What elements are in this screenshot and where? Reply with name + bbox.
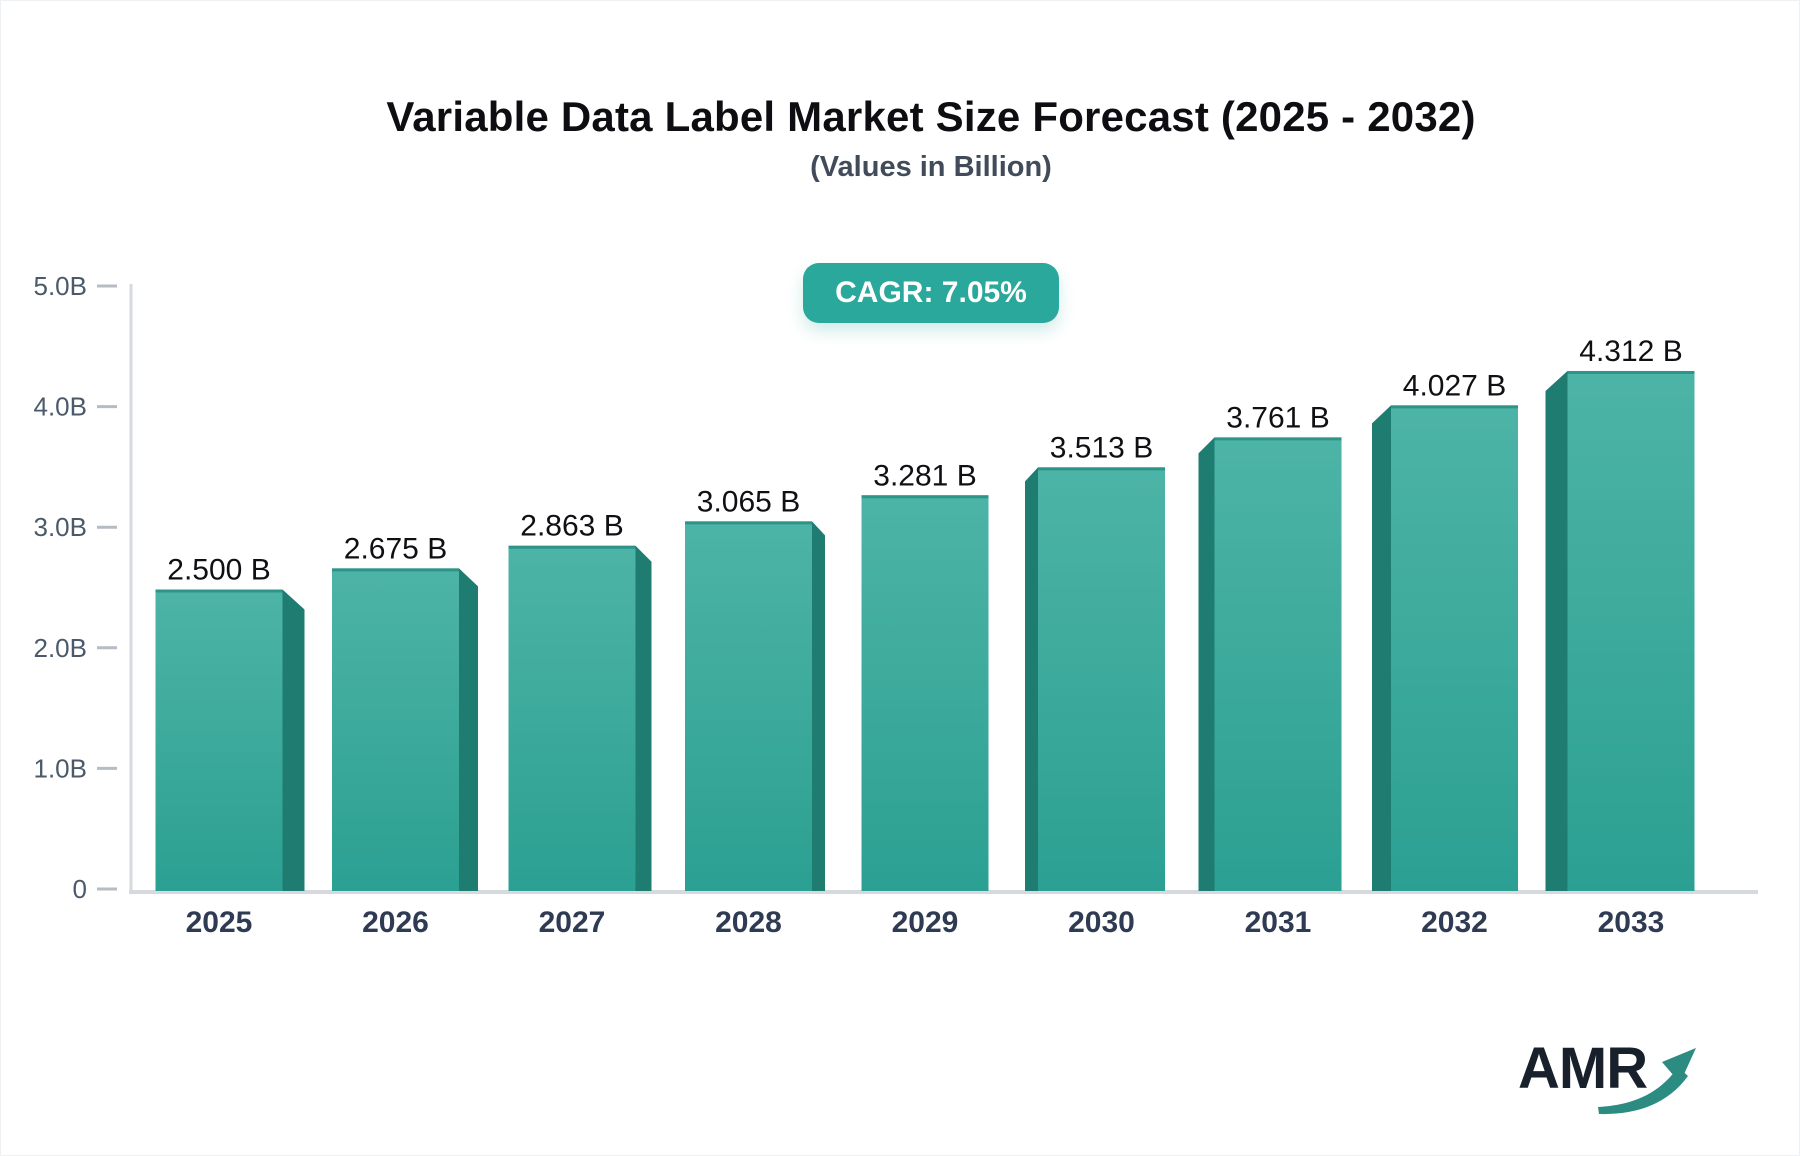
y-tick-label-5.0B: 5.0B: [34, 271, 88, 301]
y-tick-label-2.0B: 2.0B: [34, 633, 88, 663]
cagr-badge: CAGR: 7.05%: [803, 263, 1059, 323]
x-axis-label-2027: 2027: [539, 906, 606, 939]
bar-3d-side-2033: [1545, 370, 1568, 892]
bar-3d-side-2028: [812, 521, 825, 891]
bar-2026: [332, 568, 459, 891]
page-title: Variable Data Label Market Size Forecast…: [386, 93, 1476, 140]
x-axis-label-2030: 2030: [1068, 906, 1135, 939]
bar-2028: [685, 521, 812, 891]
bar-value-label-2033: 4.312 B: [1579, 335, 1682, 368]
bar-value-label-2030: 3.513 B: [1050, 431, 1153, 464]
x-axis-label-2031: 2031: [1245, 906, 1312, 939]
bar-2030: [1038, 467, 1165, 891]
bar-2031: [1214, 437, 1342, 891]
y-tick-label-1.0B: 1.0B: [34, 753, 88, 783]
bar-2027: [508, 545, 636, 891]
y-tick-label-3.0B: 3.0B: [34, 512, 88, 542]
x-axis-label-2032: 2032: [1421, 906, 1488, 939]
bar-3d-side-2025: [282, 589, 305, 891]
x-axis-label-2033: 2033: [1598, 906, 1665, 939]
bar-3d-side-2031: [1198, 437, 1215, 891]
bar-value-label-2032: 4.027 B: [1403, 369, 1506, 402]
bar-value-label-2031: 3.761 B: [1226, 401, 1329, 434]
x-axis-label-2028: 2028: [715, 906, 782, 939]
growth-arrow-head: [1662, 1048, 1696, 1083]
bar-3d-side-2027: [635, 545, 652, 891]
x-axis-label-2025: 2025: [186, 906, 253, 939]
bar-3d-side-2026: [459, 568, 478, 891]
x-axis-label-2029: 2029: [892, 906, 959, 939]
bar-value-label-2025: 2.500 B: [167, 554, 270, 587]
y-tick-label-0: 0: [73, 874, 87, 904]
bar-value-label-2027: 2.863 B: [520, 510, 623, 543]
bar-2033: [1567, 370, 1695, 892]
bar-value-label-2028: 3.065 B: [697, 485, 800, 518]
bar-value-label-2029: 3.281 B: [873, 459, 976, 492]
amr-logo: AMR: [1518, 1036, 1696, 1115]
y-tick-label-4.0B: 4.0B: [34, 392, 88, 422]
bar-2025: [155, 589, 283, 891]
bar-value-label-2026: 2.675 B: [344, 532, 447, 565]
bar-3d-side-2032: [1372, 405, 1391, 891]
bar-2029: [861, 495, 989, 891]
page-subtitle: (Values in Billion): [810, 151, 1052, 183]
logo-text: AMR: [1518, 1036, 1647, 1101]
bar-3d-side-2030: [1025, 467, 1038, 891]
cagr-badge-band: CAGR: 7.05%: [1, 263, 1799, 323]
bar-2032: [1391, 405, 1518, 891]
x-axis-label-2026: 2026: [362, 906, 429, 939]
